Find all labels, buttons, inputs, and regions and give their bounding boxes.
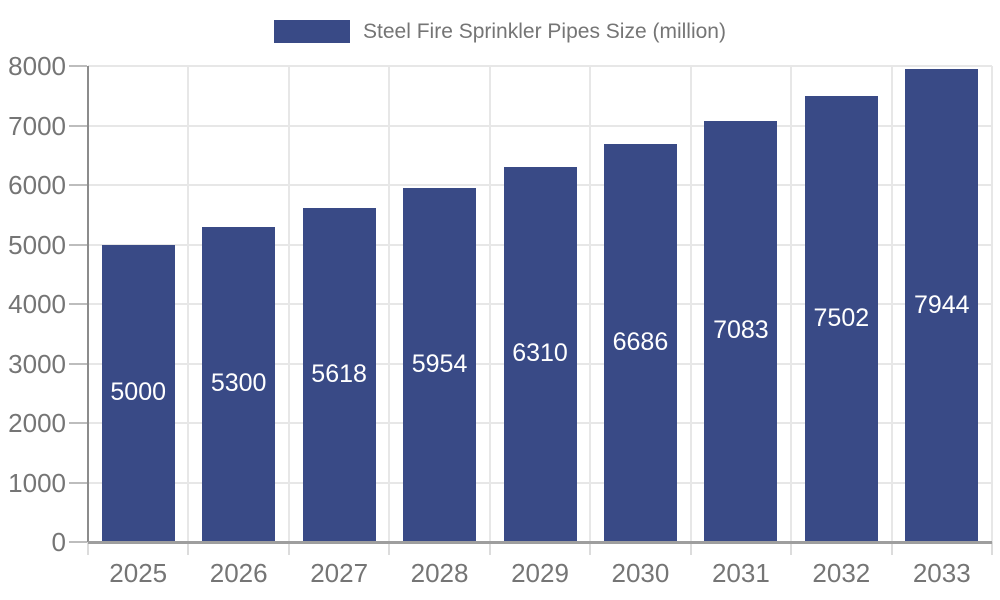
bar-2026 <box>202 226 276 542</box>
x-tick-label: 2029 <box>511 558 569 588</box>
bar-2032 <box>804 95 878 542</box>
bar-value-label: 7083 <box>713 316 769 345</box>
x-tick-label: 2030 <box>611 558 670 588</box>
bar-value-label: 7944 <box>913 290 970 319</box>
bar-2029 <box>503 166 577 542</box>
bar-2031 <box>704 120 778 542</box>
y-tick-mark <box>69 303 87 305</box>
legend: Steel Fire Sprinkler Pipes Size (million… <box>0 18 1000 45</box>
bar-value-label: 7502 <box>813 303 870 332</box>
x-tick-label: 2031 <box>711 558 770 588</box>
x-tick-label: 2026 <box>209 558 268 588</box>
x-tick-mark <box>488 542 491 555</box>
y-tick-label: 3000 <box>8 348 66 379</box>
y-tick-mark <box>69 243 87 246</box>
grid-line-v <box>790 66 793 542</box>
y-tick-mark <box>69 362 87 365</box>
y-tick-mark <box>69 124 87 127</box>
grid-line-h <box>88 124 992 127</box>
y-tick-label: 6000 <box>8 170 66 200</box>
grid-line-v <box>388 66 391 542</box>
grid-line-v <box>589 66 592 542</box>
y-tick-mark <box>69 65 87 67</box>
x-tick-label: 2028 <box>410 558 469 588</box>
y-tick-mark <box>69 422 87 424</box>
x-tick-mark <box>689 542 692 555</box>
bar-value-label: 5000 <box>110 378 167 407</box>
x-tick-mark <box>790 542 793 555</box>
bar-value-label: 5300 <box>210 369 267 398</box>
bar-value-label: 6310 <box>512 339 568 368</box>
bar-2027 <box>302 207 376 542</box>
legend-swatch <box>274 20 351 43</box>
grid-line-h <box>88 65 992 67</box>
y-tick-label: 1000 <box>8 467 66 498</box>
bar-2028 <box>403 187 477 542</box>
y-tick-label: 5000 <box>8 229 66 260</box>
y-tick-label: 7000 <box>8 110 66 141</box>
grid-line-v <box>187 66 190 542</box>
y-tick-label: 2000 <box>8 408 66 438</box>
y-tick-label: 0 <box>51 527 66 557</box>
bar-2030 <box>603 144 677 542</box>
grid-line-v <box>488 66 491 542</box>
grid-line-v <box>890 66 893 542</box>
x-tick-label: 2032 <box>812 558 871 588</box>
legend-label: Steel Fire Sprinkler Pipes Size (million… <box>363 20 726 43</box>
grid-line-v <box>689 66 692 542</box>
bar-2033 <box>905 69 979 542</box>
x-tick-mark <box>187 542 190 555</box>
bar-value-label: 5954 <box>411 349 468 378</box>
x-tick-mark <box>287 542 290 555</box>
x-tick-label: 2033 <box>912 558 971 588</box>
y-tick-mark <box>69 541 87 543</box>
x-tick-mark <box>87 542 89 555</box>
x-tick-mark <box>589 542 592 555</box>
bar-value-label: 5618 <box>311 359 367 388</box>
y-tick-mark <box>69 184 87 186</box>
y-tick-label: 8000 <box>8 51 66 81</box>
grid-line-v <box>287 66 290 542</box>
bar-2025 <box>101 244 175 542</box>
x-tick-mark <box>991 542 993 555</box>
y-axis-spine <box>87 66 89 542</box>
grid-line-v <box>991 66 993 542</box>
x-tick-label: 2025 <box>109 558 168 588</box>
x-tick-mark <box>388 542 391 555</box>
x-axis-line <box>88 541 992 544</box>
x-tick-mark <box>890 542 893 555</box>
bar-value-label: 6686 <box>612 328 669 357</box>
y-tick-label: 4000 <box>8 289 66 319</box>
x-tick-label: 2027 <box>310 558 369 588</box>
y-tick-mark <box>69 481 87 484</box>
